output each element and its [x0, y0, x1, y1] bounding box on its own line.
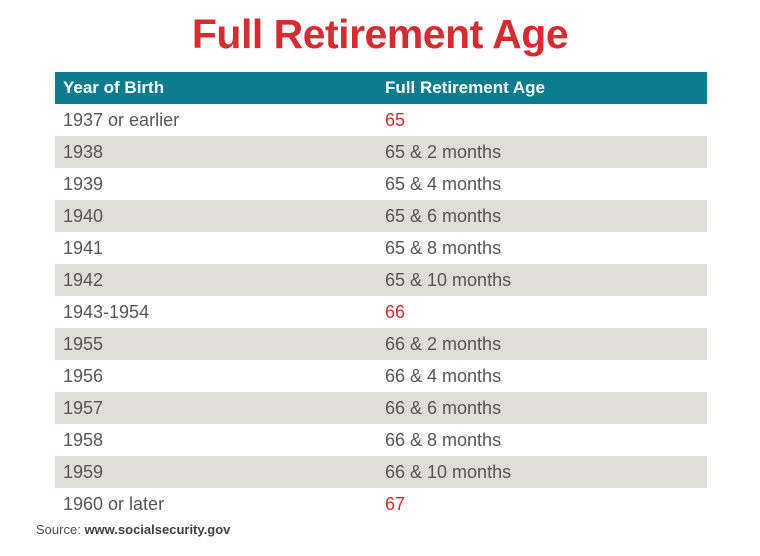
retirement-age-cell: 67	[385, 493, 406, 514]
table-row: 1960 or later 67	[55, 488, 707, 520]
table-row: 1956 66 & 4 months	[55, 360, 707, 392]
retirement-age-cell: 66 & 8 months	[385, 429, 502, 450]
table-row: 1937 or earlier 65	[55, 104, 707, 136]
retirement-age-cell: 65 & 10 months	[385, 269, 512, 290]
table-row: 1958 66 & 8 months	[55, 424, 707, 456]
year-of-birth-cell: 1943-1954	[63, 301, 150, 322]
year-of-birth-cell: 1940	[63, 205, 104, 226]
table-row: 1939 65 & 4 months	[55, 168, 707, 200]
retirement-age-cell: 65 & 8 months	[385, 237, 502, 258]
year-of-birth-cell: 1938	[63, 141, 104, 162]
source-url: www.socialsecurity.gov	[84, 522, 231, 537]
year-of-birth-cell: 1937 or earlier	[63, 109, 180, 130]
table-rows: 1937 or earlier 65 1938 65 & 2 months 1939 65…	[55, 104, 707, 520]
table-row: 1959 66 & 10 months	[55, 456, 707, 488]
retirement-age-cell: 66 & 4 months	[385, 365, 502, 386]
table-row: 1957 66 & 6 months	[55, 392, 707, 424]
table-row: 1938 65 & 2 months	[55, 136, 707, 168]
year-of-birth-cell: 1958	[63, 429, 104, 450]
year-of-birth-cell: 1942	[63, 269, 104, 290]
retirement-age-table: Year of Birth Full Retirement Age 1937 o…	[55, 72, 707, 520]
source-note: Source: www.socialsecurity.gov	[36, 522, 230, 537]
year-of-birth-cell: 1957	[63, 397, 104, 418]
retirement-age-cell: 65	[385, 109, 406, 130]
table-row: 1942 65 & 10 months	[55, 264, 707, 296]
retirement-age-cell: 66 & 6 months	[385, 397, 502, 418]
column-header-full-retirement-age: Full Retirement Age	[385, 78, 545, 97]
year-of-birth-cell: 1939	[63, 173, 104, 194]
year-of-birth-cell: 1956	[63, 365, 104, 386]
table-row: 1940 65 & 6 months	[55, 200, 707, 232]
year-of-birth-cell: 1941	[63, 237, 104, 258]
retirement-age-cell: 65 & 6 months	[385, 205, 502, 226]
year-of-birth-cell: 1959	[63, 461, 104, 482]
table-row: 1941 65 & 8 months	[55, 232, 707, 264]
retirement-age-cell: 66 & 2 months	[385, 333, 502, 354]
table-header-row: Year of Birth Full Retirement Age	[55, 72, 707, 104]
source-label: Source:	[36, 522, 81, 537]
year-of-birth-cell: 1955	[63, 333, 104, 354]
year-of-birth-cell: 1960 or later	[63, 493, 165, 514]
table-row: 1943-1954 66	[55, 296, 707, 328]
page-title: Full Retirement Age	[191, 11, 569, 57]
retirement-age-cell: 65 & 4 months	[385, 173, 502, 194]
retirement-age-cell: 65 & 2 months	[385, 141, 502, 162]
retirement-age-cell: 66 & 10 months	[385, 461, 512, 482]
column-header-year-of-birth: Year of Birth	[63, 78, 165, 97]
retirement-age-cell: 66	[385, 301, 406, 322]
table-row: 1955 66 & 2 months	[55, 328, 707, 360]
